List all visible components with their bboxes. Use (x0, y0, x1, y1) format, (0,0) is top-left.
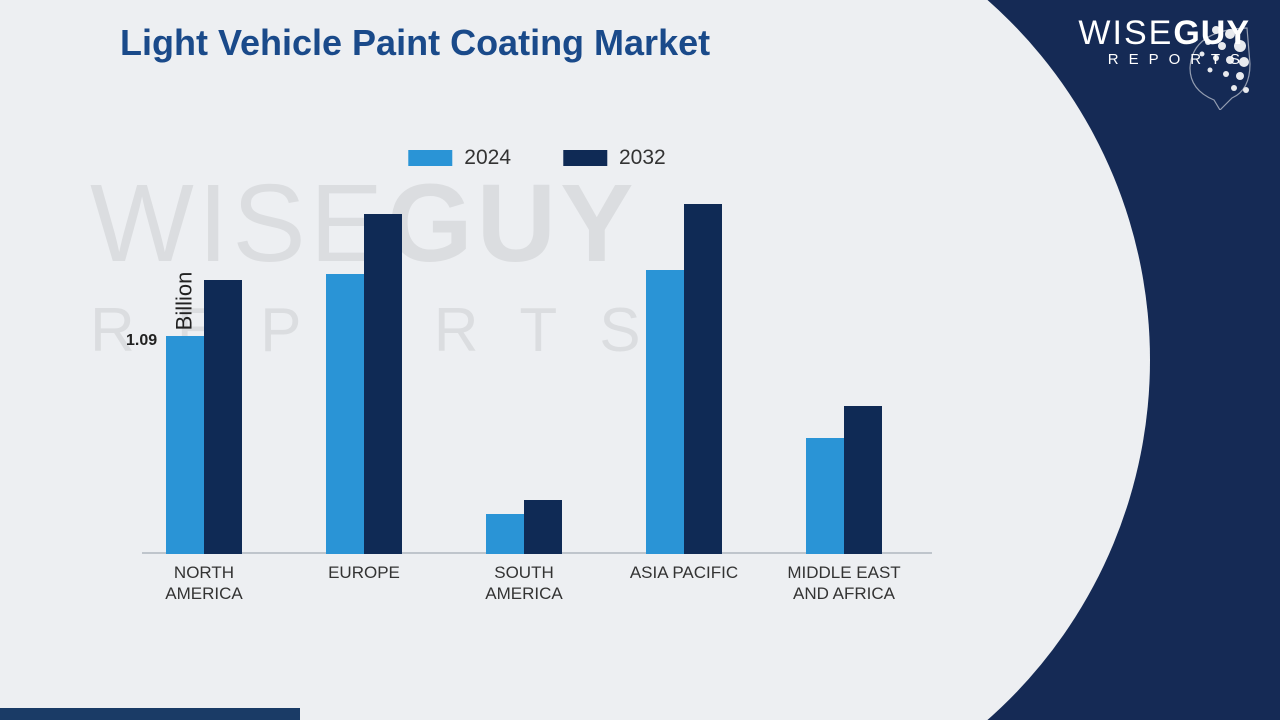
legend-label-2032: 2032 (619, 146, 666, 170)
bar-3-2024 (646, 270, 684, 554)
brand-logo: WISEGUY REPORTS (1078, 14, 1250, 68)
cat-0: NORTH AMERICA (139, 562, 269, 605)
value-label-0: 1.09 (126, 332, 157, 350)
plot-region: 2024 2032 1.09 (142, 174, 932, 554)
bar-0-2024 (166, 336, 204, 554)
cat-1: EUROPE (299, 562, 429, 583)
chart-area: Market Size in USD Billion 2024 2032 1.0… (60, 140, 940, 660)
bar-2-2024 (486, 514, 524, 554)
legend: 2024 2032 (408, 146, 665, 170)
head-dots-icon (1172, 20, 1252, 110)
bar-1-2032 (364, 214, 402, 554)
legend-item-2032: 2032 (563, 146, 666, 170)
legend-swatch-2024 (408, 150, 452, 166)
bar-0-2032 (204, 280, 242, 554)
brand-word-1: WISE (1078, 14, 1173, 52)
cat-4: MIDDLE EAST AND AFRICA (779, 562, 909, 605)
bar-4-2024 (806, 438, 844, 554)
footer-accent-bar (0, 708, 300, 720)
category-labels: NORTH AMERICA EUROPE SOUTH AMERICA ASIA … (142, 554, 932, 674)
legend-swatch-2032 (563, 150, 607, 166)
bar-4-2032 (844, 406, 882, 554)
cat-2: SOUTH AMERICA (459, 562, 589, 605)
cat-3: ASIA PACIFIC (619, 562, 749, 583)
chart-title: Light Vehicle Paint Coating Market (120, 22, 710, 64)
bar-3-2032 (684, 204, 722, 554)
legend-label-2024: 2024 (464, 146, 511, 170)
legend-item-2024: 2024 (408, 146, 511, 170)
bar-1-2024 (326, 274, 364, 554)
bar-2-2032 (524, 500, 562, 554)
